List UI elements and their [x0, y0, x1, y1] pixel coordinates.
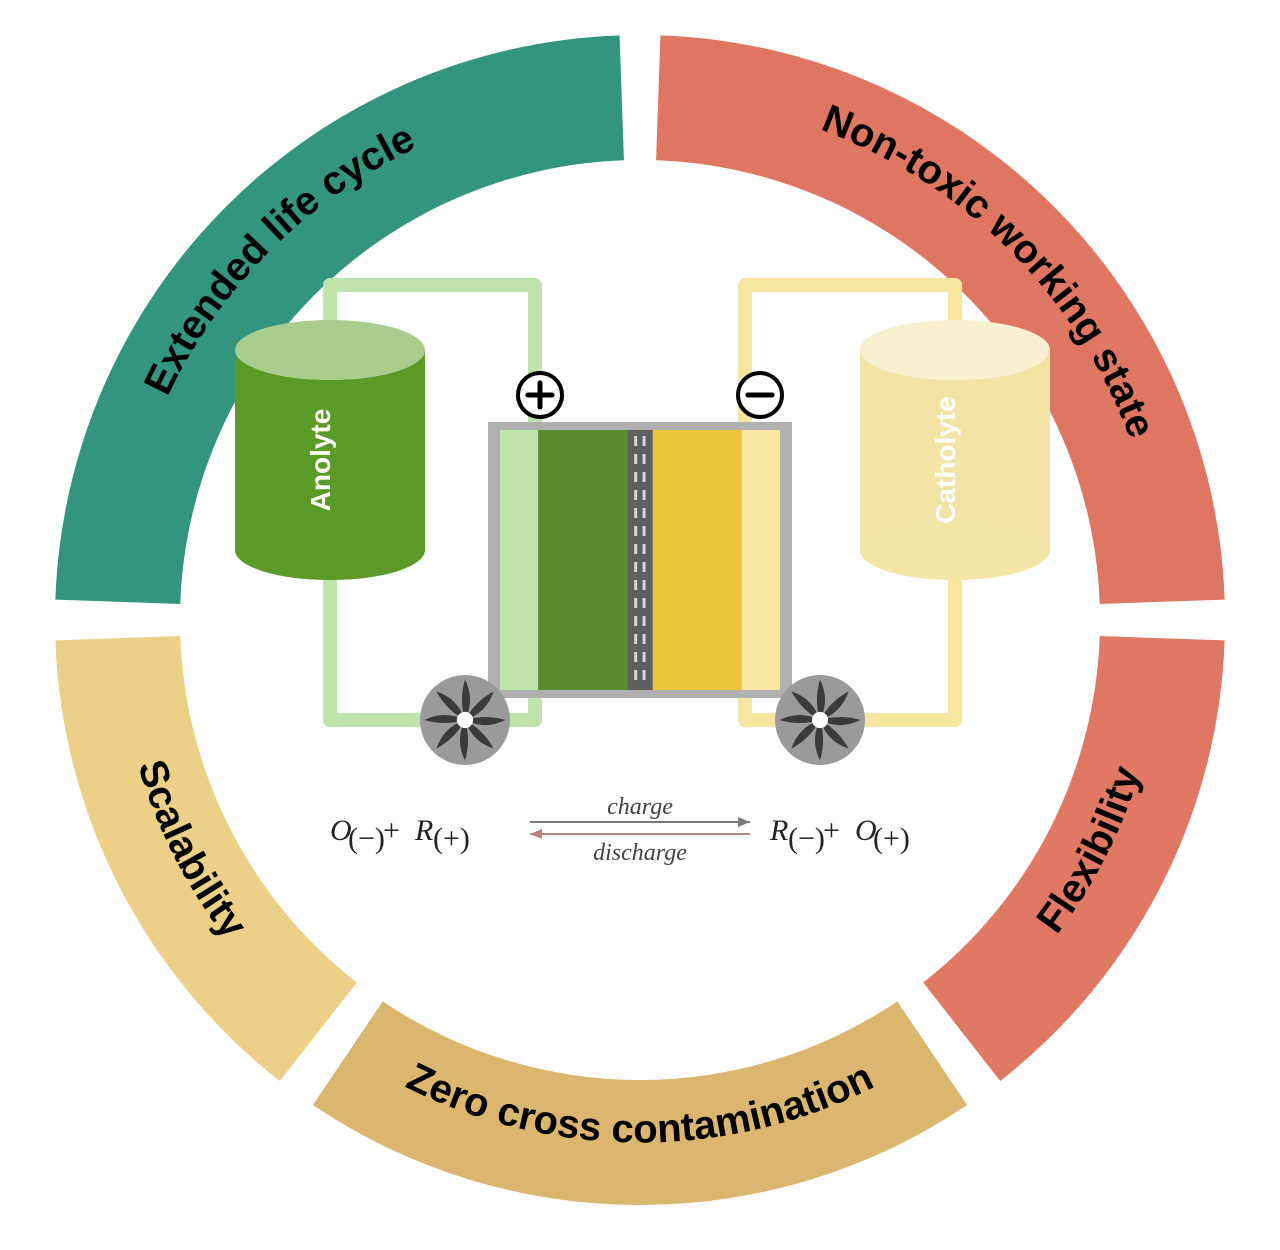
- catholyte-tank-label: Catholyte: [930, 396, 961, 524]
- svg-text:(+): (+): [433, 822, 470, 855]
- anolyte-tank-label: Anolyte: [305, 409, 336, 512]
- svg-text:(−): (−): [348, 822, 385, 855]
- svg-text:+: +: [383, 814, 400, 847]
- ring-segment: [313, 1001, 967, 1205]
- svg-text:(+): (+): [873, 822, 910, 855]
- pump-right: [775, 675, 865, 765]
- cell-stack: [488, 422, 792, 698]
- anolyte-tank: Anolyte: [235, 320, 425, 580]
- catholyte-tank: Catholyte: [860, 320, 1050, 580]
- svg-text:+: +: [823, 814, 840, 847]
- terminal-plus: [518, 373, 562, 417]
- svg-text:R: R: [414, 814, 433, 847]
- svg-text:R: R: [769, 814, 788, 847]
- svg-text:(−): (−): [788, 822, 825, 855]
- terminal-minus: [738, 373, 782, 417]
- svg-text:charge: charge: [607, 794, 673, 820]
- pump-left: [420, 675, 510, 765]
- equation: O(−)+R(+)chargedischargeR(−)+O(+): [330, 794, 910, 866]
- svg-text:discharge: discharge: [593, 840, 687, 866]
